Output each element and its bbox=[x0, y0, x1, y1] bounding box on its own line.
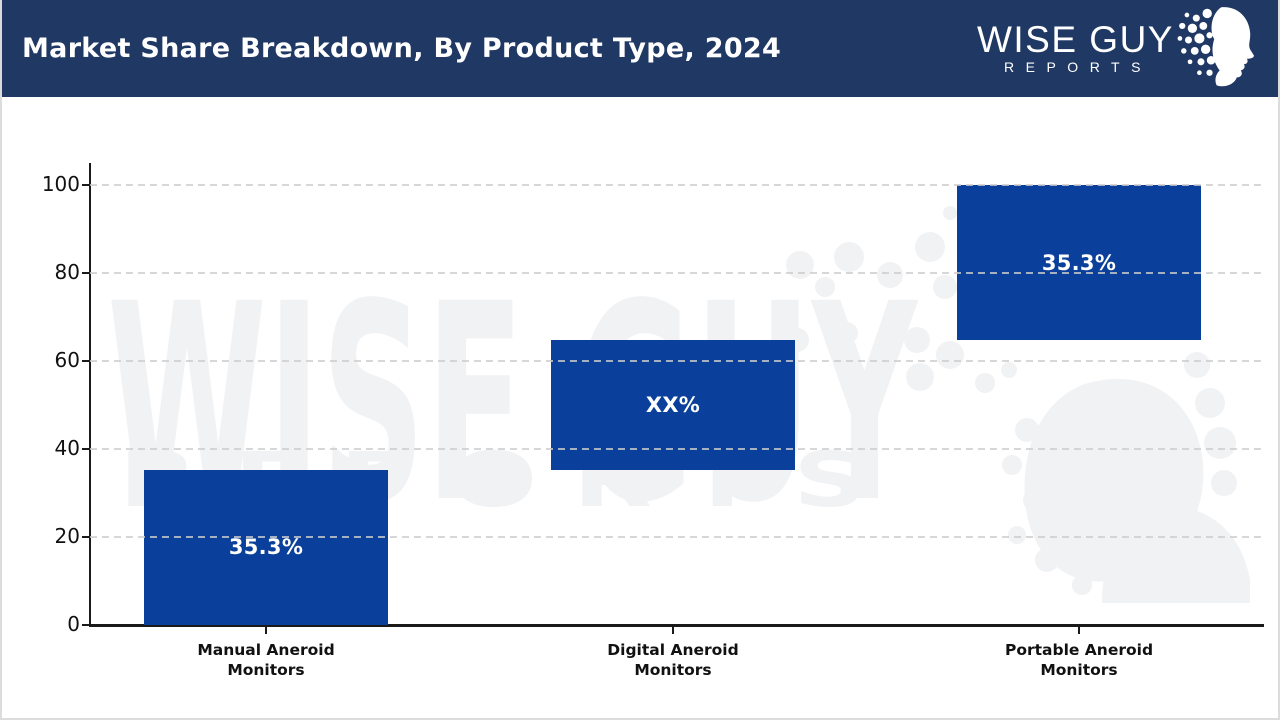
y-axis-tick-mark bbox=[82, 536, 90, 538]
y-axis-line bbox=[89, 163, 91, 626]
y-axis-tick-mark bbox=[82, 360, 90, 362]
brand-name: WISE GUY bbox=[976, 19, 1174, 60]
x-axis-tick-mark bbox=[672, 627, 674, 634]
x-axis-line bbox=[89, 624, 1264, 627]
y-axis-tick-mark bbox=[82, 624, 90, 626]
bar-value-label: XX% bbox=[645, 392, 701, 417]
brand-subtitle: REPORTS bbox=[1004, 59, 1152, 75]
bar-segment: 35.3% bbox=[144, 469, 388, 625]
gridline bbox=[90, 360, 1264, 362]
y-axis-tick-label: 80 bbox=[54, 260, 80, 284]
x-axis-category-label: Manual Aneroid Monitors bbox=[197, 641, 335, 679]
bar-value-label: 35.3% bbox=[228, 535, 304, 560]
y-axis-tick-mark bbox=[82, 184, 90, 186]
y-axis-tick-label: 0 bbox=[67, 612, 80, 636]
gridline bbox=[90, 536, 1264, 538]
header-bar: Market Share Breakdown, By Product Type,… bbox=[2, 0, 1278, 97]
bar-value-label: 35.3% bbox=[1041, 250, 1117, 275]
y-axis-tick-mark bbox=[82, 272, 90, 274]
x-axis-tick-mark bbox=[1078, 627, 1080, 634]
y-axis-tick-label: 100 bbox=[41, 172, 80, 196]
gridline bbox=[90, 448, 1264, 450]
gridline bbox=[90, 272, 1264, 274]
logo-face-icon bbox=[1176, 4, 1254, 94]
x-axis-category-label: Portable Aneroid Monitors bbox=[1004, 641, 1154, 679]
y-axis-tick-mark bbox=[82, 448, 90, 450]
x-axis-tick-mark bbox=[265, 627, 267, 634]
page-title: Market Share Breakdown, By Product Type,… bbox=[22, 33, 782, 64]
brand-logo: WISE GUY REPORTS bbox=[977, 4, 1254, 94]
y-axis-tick-label: 40 bbox=[54, 436, 80, 460]
bar-segment: 35.3% bbox=[957, 185, 1201, 341]
y-axis-tick-label: 20 bbox=[54, 524, 80, 548]
brand-logo-text: WISE GUY REPORTS bbox=[976, 19, 1174, 75]
x-axis-category-label: Digital Aneroid Monitors bbox=[607, 641, 739, 679]
y-axis-tick-label: 60 bbox=[54, 348, 80, 372]
gridline bbox=[90, 184, 1264, 186]
